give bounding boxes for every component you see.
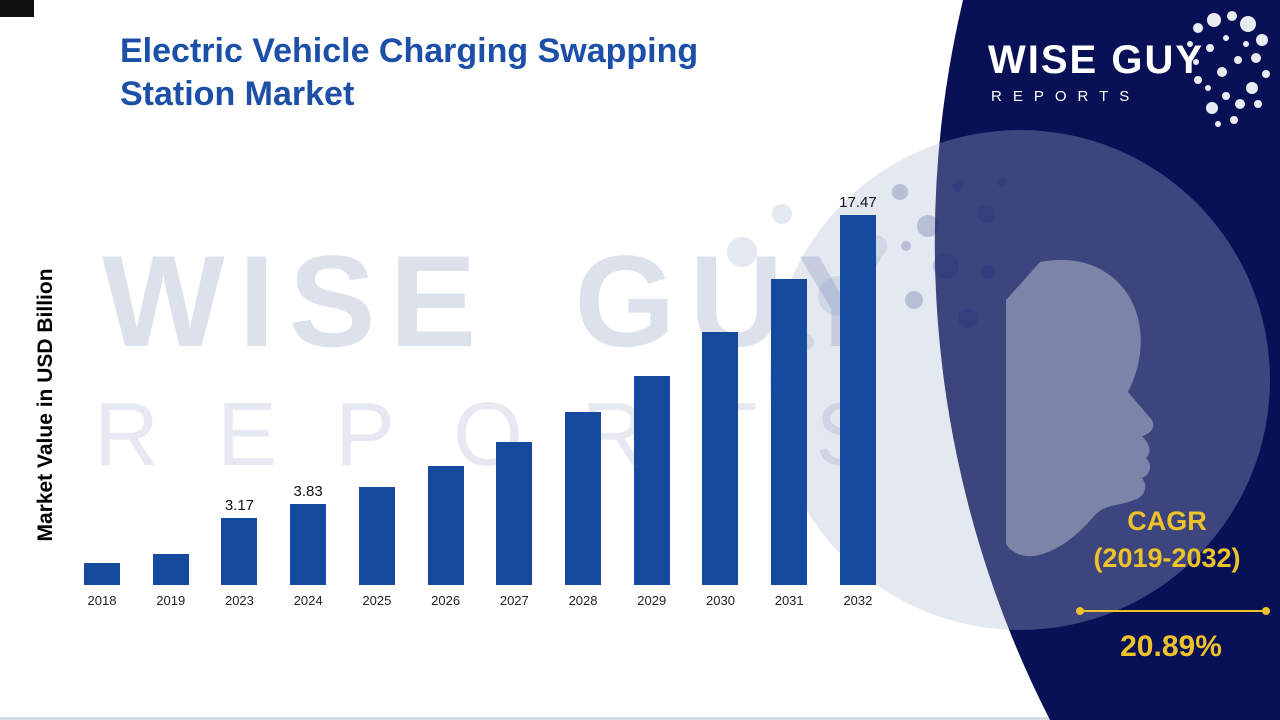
x-tick-2028: 2028: [568, 593, 598, 608]
face-profile-graphic: [1006, 259, 1154, 557]
bar-2023: [221, 518, 258, 585]
bar-value-label-2024: 3.83: [293, 483, 323, 500]
x-axis-ticks: 2018 2019 2023 2024 2025 2026 2027 2028 2029 2030…: [80, 593, 880, 608]
bar-2030: [702, 332, 739, 585]
bar-2029: [633, 376, 670, 585]
cagr-label: CAGR: [1127, 506, 1207, 536]
x-tick-2032: 2032: [843, 593, 873, 608]
bar-column-2028: [561, 412, 605, 585]
bar-value-label-2023: 3.17: [224, 497, 255, 514]
logo-head-dots-icon: [1187, 11, 1270, 127]
bar-2032: [839, 215, 876, 585]
brand-logo: WISE GUY REPORTS: [988, 38, 1204, 105]
bar-chart: 3.17 3.83 17.47: [80, 185, 880, 585]
dots-cluster-navy: [892, 177, 1007, 328]
bar-column-2029: [630, 376, 674, 585]
bar-2019: [152, 554, 189, 585]
x-tick-2018: 2018: [87, 593, 117, 608]
bar-2031: [771, 279, 808, 585]
cagr-block: CAGR (2019-2032): [1062, 506, 1272, 574]
bar-column-2025: [355, 487, 399, 585]
bar-column-2031: [767, 279, 811, 585]
brand-subtitle: REPORTS: [991, 88, 1141, 105]
bar-2024: [290, 504, 327, 585]
x-tick-2031: 2031: [774, 593, 804, 608]
x-tick-2030: 2030: [706, 593, 735, 608]
bar-column-2023: 3.17: [217, 497, 261, 585]
bar-column-2027: [492, 442, 536, 585]
cagr-value: 20.89%: [1120, 630, 1222, 663]
y-axis-label: Market Value in USD Billion: [34, 268, 57, 542]
bar-column-2024: 3.83: [286, 483, 330, 585]
bar-column-2032: 17.47: [836, 194, 880, 585]
x-tick-2029: 2029: [637, 593, 667, 608]
bar-column-2026: [424, 466, 468, 585]
x-tick-2023: 2023: [224, 593, 254, 608]
cagr-divider-line: [1076, 607, 1270, 615]
x-tick-2026: 2026: [431, 593, 461, 608]
x-tick-2024: 2024: [293, 593, 323, 608]
cagr-range: (2019-2032): [1093, 543, 1241, 573]
x-tick-2025: 2025: [362, 593, 392, 608]
x-tick-2027: 2027: [499, 593, 529, 608]
bar-column-2030: [698, 332, 742, 585]
bar-2026: [427, 466, 464, 585]
bottom-divider: [0, 717, 1280, 720]
page-title: Electric Vehicle Charging Swapping Stati…: [120, 32, 699, 113]
corner-black-rect: [0, 0, 34, 17]
bar-value-label-2032: 17.47: [839, 194, 877, 211]
bar-2025: [358, 487, 395, 585]
bar-column-2018: [80, 563, 124, 585]
bar-2018: [84, 563, 120, 585]
bar-2028: [565, 412, 602, 585]
brand-name: WISE GUY: [988, 38, 1205, 82]
bar-column-2019: [149, 554, 193, 585]
x-tick-2019: 2019: [156, 593, 186, 608]
bar-2027: [496, 442, 533, 585]
